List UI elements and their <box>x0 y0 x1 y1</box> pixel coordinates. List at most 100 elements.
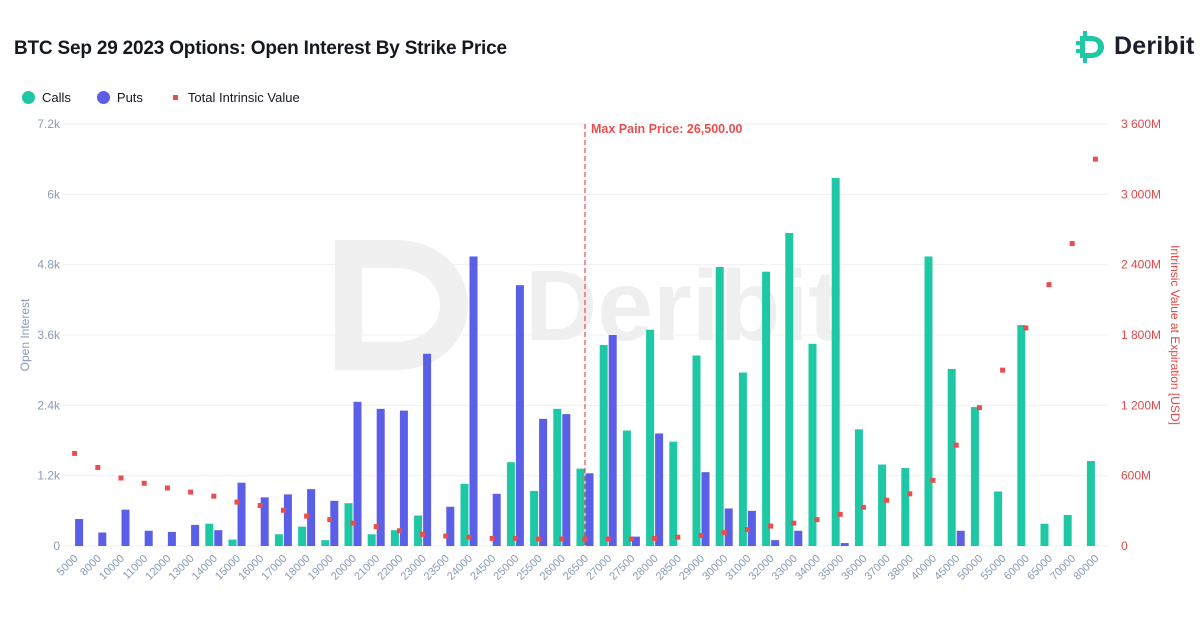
puts-bar <box>771 540 780 546</box>
legend-item-puts[interactable]: Puts <box>96 90 143 105</box>
intrinsic-point <box>512 535 518 541</box>
x-tick-label: 23500 <box>422 553 452 583</box>
intrinsic-point <box>1046 282 1052 288</box>
calls-bar <box>622 430 631 546</box>
intrinsic-point <box>257 503 263 509</box>
puts-bar <box>469 256 478 546</box>
calls-bar <box>205 523 214 546</box>
chart-title: BTC Sep 29 2023 Options: Open Interest B… <box>14 38 507 59</box>
x-tick-label: 14000 <box>190 553 220 583</box>
x-tick-label: 50000 <box>955 553 985 583</box>
intrinsic-point <box>652 535 658 541</box>
x-tick-label: 33000 <box>770 553 800 583</box>
x-tick-label: 25500 <box>515 553 545 583</box>
puts-bar <box>237 482 246 546</box>
puts-bar <box>307 489 316 546</box>
puts-bar <box>75 519 84 546</box>
intrinsic-point <box>605 536 611 542</box>
puts-bar <box>515 285 524 546</box>
x-tick-label: 45000 <box>932 553 962 583</box>
puts-bar <box>167 531 176 546</box>
puts-bar <box>283 494 292 546</box>
legend-item-intrinsic[interactable]: Total Intrinsic Value <box>169 90 300 105</box>
y-tick-label: 0 <box>53 539 60 553</box>
y-tick-label: 3.6k <box>37 328 61 342</box>
x-tick-label: 26500 <box>561 553 591 583</box>
x-tick-label: 70000 <box>1048 553 1078 583</box>
legend-item-calls[interactable]: Calls <box>22 90 71 105</box>
legend-label-calls: Calls <box>42 90 71 105</box>
intrinsic-point <box>744 527 750 533</box>
calls-bar <box>738 372 747 546</box>
x-tick-label: 37000 <box>863 553 893 583</box>
x-tick-label: 17000 <box>259 553 289 583</box>
legend-label-puts: Puts <box>116 90 143 105</box>
calls-bar <box>321 540 330 546</box>
watermark-text: Deribit <box>525 250 842 362</box>
calls-bar <box>970 407 979 546</box>
x-tick-label: 20000 <box>329 553 359 583</box>
intrinsic-point <box>141 480 147 486</box>
calls-bar <box>808 343 817 546</box>
puts-bar <box>330 500 339 546</box>
intrinsic-point <box>188 489 194 495</box>
calls-bar <box>646 329 655 546</box>
calls-bar <box>530 490 539 546</box>
bars <box>75 177 1095 546</box>
puts-bar <box>260 497 269 546</box>
calls-bar <box>344 503 353 546</box>
y-axis-title: Open Interest <box>18 298 32 371</box>
deribit-logo-icon <box>1076 31 1104 63</box>
y2-tick-label: 1 800M <box>1121 328 1161 342</box>
x-tick-label: 12000 <box>143 553 173 583</box>
x-tick-label: 10000 <box>97 553 127 583</box>
x-tick-label: 19000 <box>306 553 336 583</box>
x-tick-label: 28500 <box>654 553 684 583</box>
intrinsic-point <box>280 507 286 513</box>
intrinsic-point <box>350 520 356 526</box>
intrinsic-point <box>582 536 588 542</box>
intrinsic-point <box>234 499 240 505</box>
puts-bar <box>446 506 455 546</box>
calls-bar <box>298 526 307 546</box>
x-tick-label: 27000 <box>584 553 614 583</box>
x-tick-label: 18000 <box>283 553 313 583</box>
intrinsic-point <box>1092 156 1098 162</box>
intrinsic-point <box>489 535 495 541</box>
calls-bar <box>947 368 956 546</box>
intrinsic-swatch-icon <box>172 95 178 100</box>
intrinsic-point <box>860 504 866 510</box>
calls-bar <box>1017 325 1026 546</box>
x-tick-label: 23000 <box>399 553 429 583</box>
calls-bar <box>762 271 771 546</box>
intrinsic-point <box>721 530 727 536</box>
calls-bar <box>1063 514 1072 546</box>
puts-bar <box>376 408 385 546</box>
calls-bar <box>924 256 933 546</box>
y2-axis-title: Intrinsic Value at Expiration [USD] <box>1168 245 1182 425</box>
puts-bar <box>191 524 200 546</box>
x-tick-label: 55000 <box>979 553 1009 583</box>
puts-bar <box>631 536 640 546</box>
x-tick-label: 28000 <box>631 553 661 583</box>
intrinsic-point <box>907 491 913 497</box>
intrinsic-point <box>698 532 704 538</box>
puts-bar <box>794 530 803 546</box>
intrinsic-point <box>118 475 124 481</box>
intrinsic-point <box>559 536 565 542</box>
y2-tick-label: 3 600M <box>1121 117 1161 131</box>
puts-bar <box>724 508 733 546</box>
intrinsic-point <box>396 528 402 534</box>
y2-tick-label: 1 200M <box>1121 398 1161 412</box>
x-tick-label: 24500 <box>468 553 498 583</box>
puts-bar <box>608 335 617 546</box>
x-tick-label: 32000 <box>747 553 777 583</box>
chart-legend: Calls Puts Total Intrinsic Value <box>22 90 326 105</box>
calls-bar <box>414 515 423 546</box>
intrinsic-point <box>304 513 310 519</box>
puts-bar <box>701 472 710 546</box>
intrinsic-point <box>791 520 797 526</box>
x-tick-label: 31000 <box>723 553 753 583</box>
puts-bar <box>840 543 849 546</box>
intrinsic-point <box>536 536 542 542</box>
